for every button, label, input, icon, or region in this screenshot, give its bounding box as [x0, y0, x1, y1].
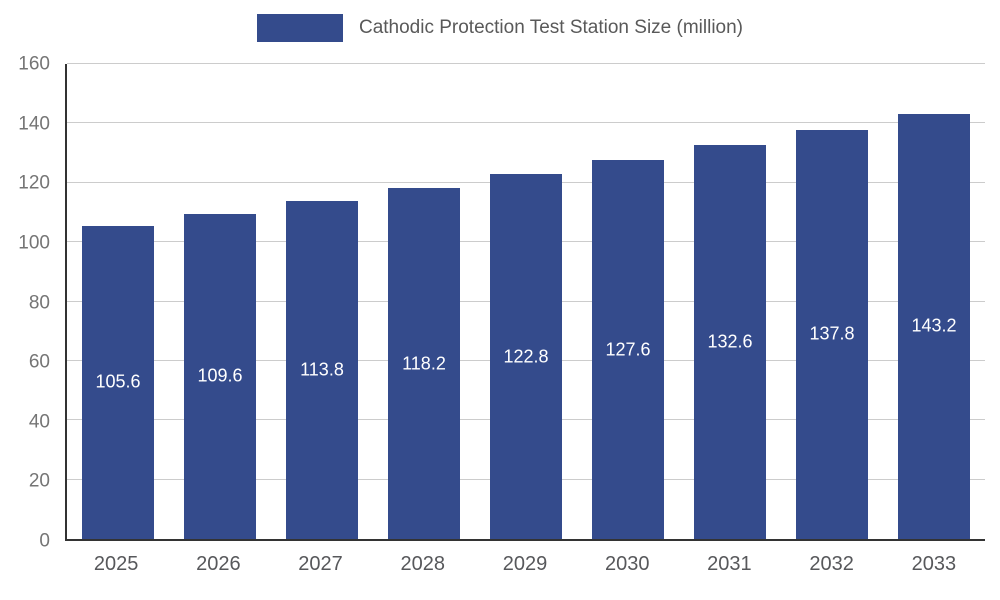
chart-title: Cathodic Protection Test Station Size (m… — [358, 17, 744, 38]
gridline — [67, 122, 985, 124]
bar-slot: 113.8 — [271, 64, 373, 539]
y-tick-label: 160 — [18, 53, 50, 75]
y-tick-label: 120 — [18, 172, 50, 194]
y-tick-label: 60 — [28, 351, 50, 373]
bar-slot: 105.6 — [67, 64, 169, 539]
bar-value-label: 122.8 — [503, 346, 549, 367]
bar-value-label: 127.6 — [605, 339, 651, 360]
x-tick-label: 2033 — [911, 553, 957, 575]
bar-2032: 137.8 — [796, 129, 868, 539]
bar-value-label: 132.6 — [707, 331, 753, 352]
y-tick-label: 40 — [28, 411, 50, 433]
x-tick-label: 2032 — [809, 553, 854, 575]
y-tick-label: 0 — [39, 530, 50, 552]
x-tick-label: 2031 — [707, 553, 752, 575]
bar-value-label: 143.2 — [911, 315, 957, 336]
plot-area: 105.6 109.6 113.8 118.2 122.8 127.6 132.6 137.8… — [65, 63, 985, 541]
y-axis: 0 20 40 60 80 100 120 140 160 — [0, 55, 56, 551]
x-tick-label: 2026 — [196, 553, 241, 575]
bar-slot: 118.2 — [373, 64, 475, 539]
bar-value-label: 118.2 — [402, 353, 446, 374]
x-tick-label: 2029 — [502, 553, 548, 575]
bar-2026: 109.6 — [184, 213, 256, 539]
bar-value-label: 105.6 — [95, 371, 141, 392]
y-tick-label: 140 — [18, 113, 50, 135]
x-tick-label: 2030 — [604, 553, 650, 575]
bar-slot: 132.6 — [679, 64, 781, 539]
bar-value-label: 109.6 — [197, 365, 243, 386]
bar-slot: 127.6 — [577, 64, 679, 539]
y-tick-label: 80 — [28, 292, 50, 313]
x-tick-label: 2028 — [400, 553, 446, 575]
x-tick-label: 2025 — [93, 553, 139, 575]
y-tick-label: 20 — [28, 470, 50, 492]
bar-value-label: 113.8 — [300, 359, 344, 380]
bar-2030: 127.6 — [592, 160, 664, 539]
legend-swatch — [256, 14, 343, 42]
y-tick-label: 100 — [18, 232, 50, 254]
bar-2033: 143.2 — [898, 113, 970, 539]
gridline — [67, 63, 985, 64]
bar-slot: 109.6 — [169, 64, 271, 539]
bar-value-label: 137.8 — [809, 323, 855, 344]
legend: Cathodic Protection Test Station Size (m… — [0, 14, 1000, 42]
bar-slot: 122.8 — [475, 64, 577, 539]
bar-2027: 113.8 — [286, 201, 358, 539]
bar-2029: 122.8 — [490, 174, 562, 539]
x-axis: 2025 2026 2027 2028 2029 2030 2031 2032 2033 — [65, 553, 985, 576]
x-tick-label: 2027 — [298, 553, 343, 575]
bar-slot: 143.2 — [883, 64, 985, 539]
bars: 105.6 109.6 113.8 118.2 122.8 127.6 132.6 137.8… — [67, 64, 985, 539]
bar-2031: 132.6 — [694, 145, 766, 539]
bar-2028: 118.2 — [388, 188, 460, 539]
bar-slot: 137.8 — [781, 64, 883, 539]
bar-2025: 105.6 — [82, 225, 154, 539]
